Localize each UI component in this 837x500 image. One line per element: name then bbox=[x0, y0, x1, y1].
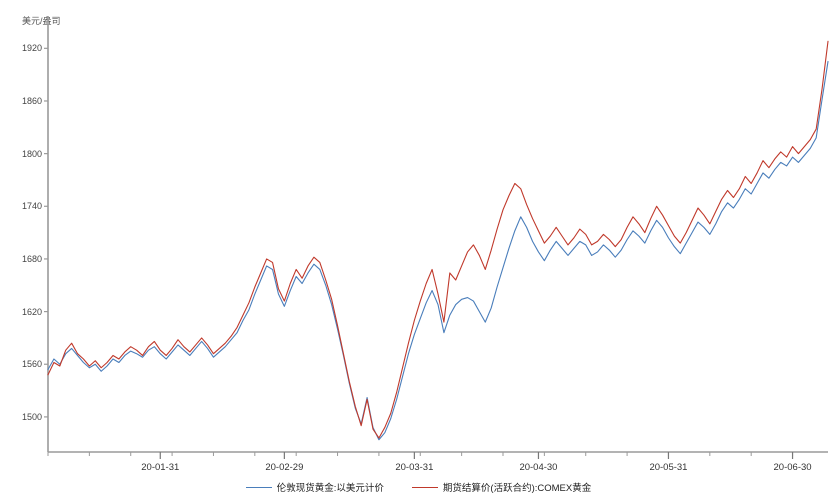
legend-item-spot[interactable]: 伦敦现货黄金:以美元计价 bbox=[245, 480, 384, 494]
y-tick-label: 1620 bbox=[21, 306, 42, 317]
y-tick-label: 1500 bbox=[21, 411, 42, 422]
legend-color-swatch-futures bbox=[411, 486, 438, 488]
chart-legend: 伦敦现货黄金:以美元计价 期货结算价(活跃合约):COMEX黄金 bbox=[0, 480, 837, 494]
x-tick-label: 20-03-31 bbox=[395, 462, 434, 473]
y-tick-label: 1800 bbox=[21, 148, 42, 159]
legend-label-spot: 伦敦现货黄金:以美元计价 bbox=[276, 483, 384, 494]
legend-color-swatch-spot bbox=[245, 486, 272, 488]
y-axis-unit-label: 美元/盎司 bbox=[22, 16, 61, 26]
y-tick-label: 1560 bbox=[21, 359, 42, 370]
y-tick-label: 1920 bbox=[21, 43, 42, 54]
y-tick-label: 1680 bbox=[21, 253, 42, 264]
legend-label-futures: 期货结算价(活跃合约):COMEX黄金 bbox=[442, 483, 592, 494]
y-tick-label: 1740 bbox=[21, 201, 42, 212]
x-tick-label: 20-04-30 bbox=[519, 462, 558, 473]
x-tick-label: 20-06-30 bbox=[773, 462, 812, 473]
x-tick-label: 20-05-31 bbox=[649, 462, 688, 473]
y-tick-label: 1860 bbox=[21, 95, 42, 106]
legend-item-futures[interactable]: 期货结算价(活跃合约):COMEX黄金 bbox=[411, 480, 592, 494]
x-tick-label: 20-01-31 bbox=[141, 462, 180, 473]
x-tick-label: 20-02-29 bbox=[265, 462, 304, 473]
